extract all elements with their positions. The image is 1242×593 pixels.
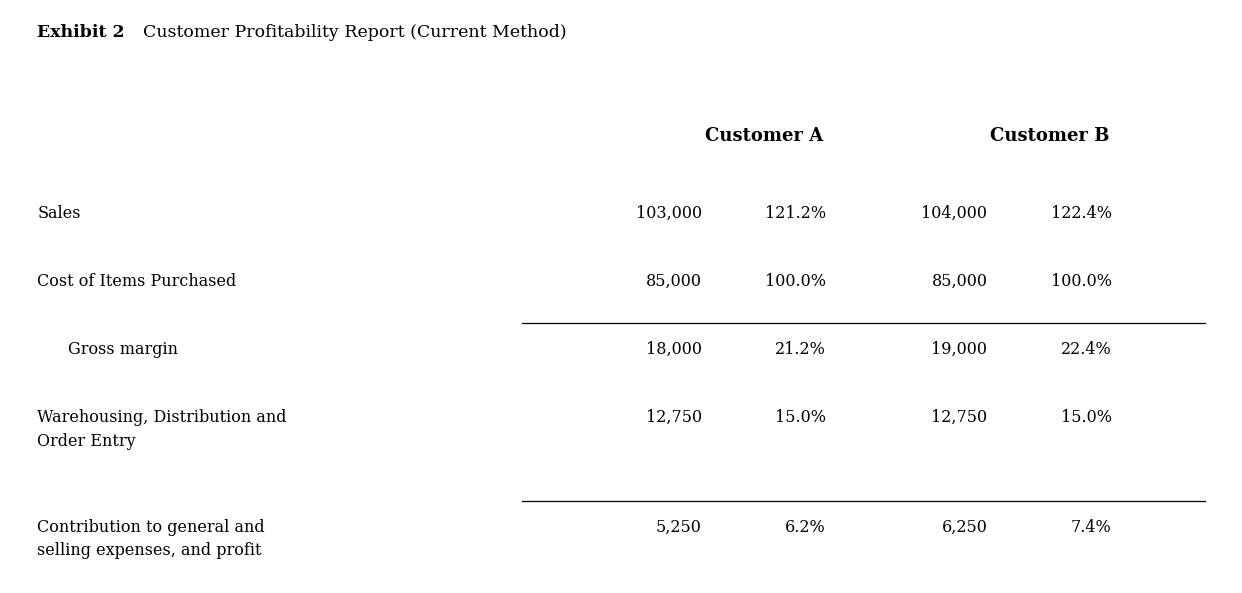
Text: 121.2%: 121.2% <box>765 205 826 222</box>
Text: 19,000: 19,000 <box>932 341 987 358</box>
Text: 100.0%: 100.0% <box>765 273 826 290</box>
Text: 5,250: 5,250 <box>656 519 702 536</box>
Text: 7.4%: 7.4% <box>1071 519 1112 536</box>
Text: 100.0%: 100.0% <box>1051 273 1112 290</box>
Text: 22.4%: 22.4% <box>1061 341 1112 358</box>
Text: Customer A: Customer A <box>704 127 823 145</box>
Text: Customer Profitability Report (Current Method): Customer Profitability Report (Current M… <box>143 24 566 41</box>
Text: 85,000: 85,000 <box>932 273 987 290</box>
Text: 6.2%: 6.2% <box>785 519 826 536</box>
Text: Exhibit 2: Exhibit 2 <box>37 24 124 41</box>
Text: Warehousing, Distribution and
Order Entry: Warehousing, Distribution and Order Entr… <box>37 409 287 449</box>
Text: Sales: Sales <box>37 205 81 222</box>
Text: Contribution to general and
selling expenses, and profit: Contribution to general and selling expe… <box>37 519 265 559</box>
Text: 122.4%: 122.4% <box>1051 205 1112 222</box>
Text: Customer B: Customer B <box>990 127 1109 145</box>
Text: 85,000: 85,000 <box>646 273 702 290</box>
Text: 103,000: 103,000 <box>636 205 702 222</box>
Text: 6,250: 6,250 <box>941 519 987 536</box>
Text: Cost of Items Purchased: Cost of Items Purchased <box>37 273 236 290</box>
Text: 21.2%: 21.2% <box>775 341 826 358</box>
Text: 12,750: 12,750 <box>932 409 987 426</box>
Text: 15.0%: 15.0% <box>775 409 826 426</box>
Text: 12,750: 12,750 <box>646 409 702 426</box>
Text: 18,000: 18,000 <box>646 341 702 358</box>
Text: Gross margin: Gross margin <box>68 341 179 358</box>
Text: 104,000: 104,000 <box>922 205 987 222</box>
Text: 15.0%: 15.0% <box>1061 409 1112 426</box>
